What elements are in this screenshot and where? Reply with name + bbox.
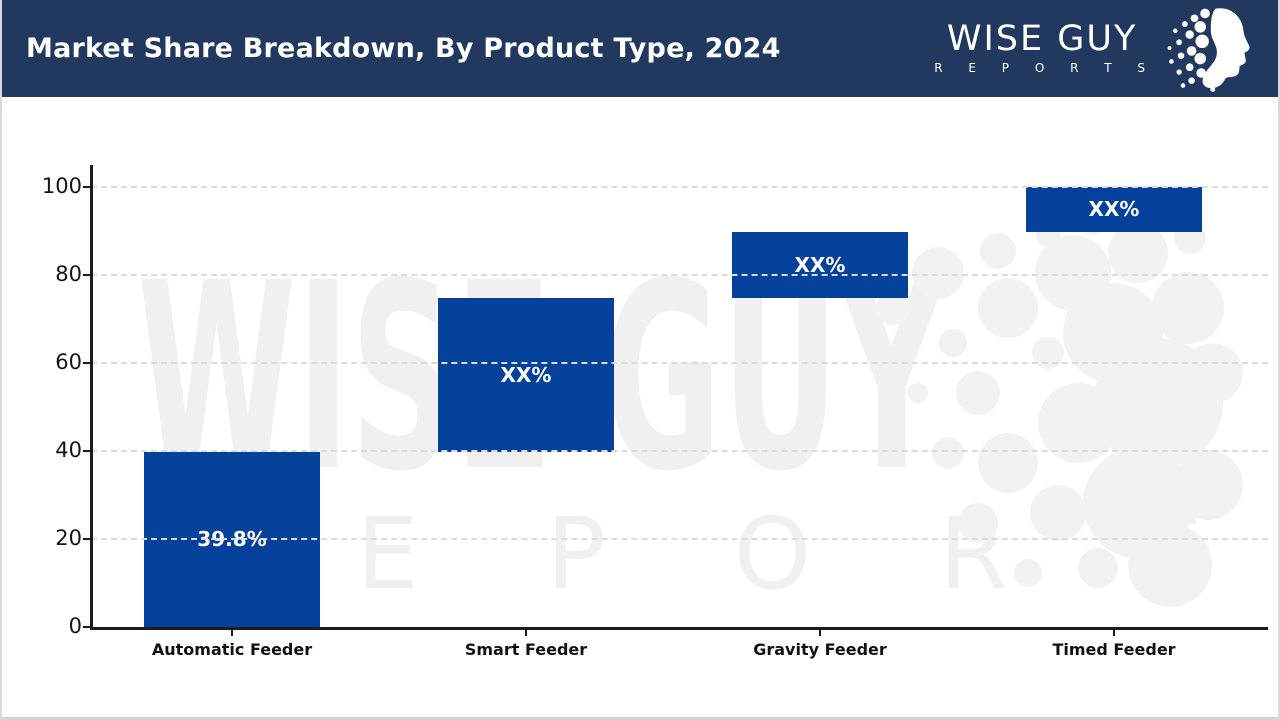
y-tick-mark (83, 362, 91, 364)
x-tick-mark (231, 629, 233, 636)
x-category-label: Timed Feeder (1052, 640, 1176, 659)
bar-value-label: XX% (500, 362, 552, 387)
bar-segment: XX% (438, 297, 614, 452)
gridline (91, 274, 1268, 276)
watermark-face-icon (876, 219, 1243, 607)
x-tick-mark (525, 629, 527, 636)
y-axis-line (90, 165, 93, 629)
x-tick-mark (1113, 629, 1115, 636)
gridline (91, 362, 1268, 364)
bar-value-label: XX% (794, 252, 846, 277)
page-title: Market Share Breakdown, By Product Type,… (26, 33, 781, 64)
y-tick-label: 80 (55, 262, 82, 286)
y-tick-label: 40 (55, 438, 82, 462)
x-axis-line (90, 627, 1268, 630)
x-category-label: Gravity Feeder (753, 640, 887, 659)
gridline (91, 186, 1268, 188)
chart-canvas: WISE GUY R E P O R T S 39.8%XX%XX%XX%020… (2, 97, 1278, 717)
logo-face-icon (1167, 7, 1250, 92)
y-tick-label: 100 (41, 174, 82, 198)
y-tick-mark (83, 450, 91, 452)
y-tick-label: 0 (68, 614, 82, 638)
x-tick-mark (819, 629, 821, 636)
x-category-label: Automatic Feeder (151, 640, 313, 659)
logo: WISE GUY R E P O R T S (928, 4, 1254, 94)
bar-value-label: XX% (1088, 197, 1140, 222)
header: Market Share Breakdown, By Product Type,… (2, 0, 1278, 97)
y-tick-label: 60 (55, 350, 82, 374)
y-tick-mark (83, 626, 91, 628)
y-tick-label: 20 (55, 526, 82, 550)
y-tick-mark (83, 274, 91, 276)
bar-segment: XX% (732, 231, 908, 298)
gridline (91, 450, 1268, 452)
gridline (91, 538, 1268, 540)
logo-wordmark: WISE GUY (946, 19, 1138, 59)
logo-subtitle: R E P O R T S (934, 61, 1156, 75)
y-tick-mark (83, 186, 91, 188)
bar-segment: XX% (1026, 187, 1202, 232)
logo-text: WISE GUY R E P O R T S (928, 19, 1156, 76)
y-tick-mark (83, 538, 91, 540)
x-category-label: Smart Feeder (464, 640, 588, 659)
